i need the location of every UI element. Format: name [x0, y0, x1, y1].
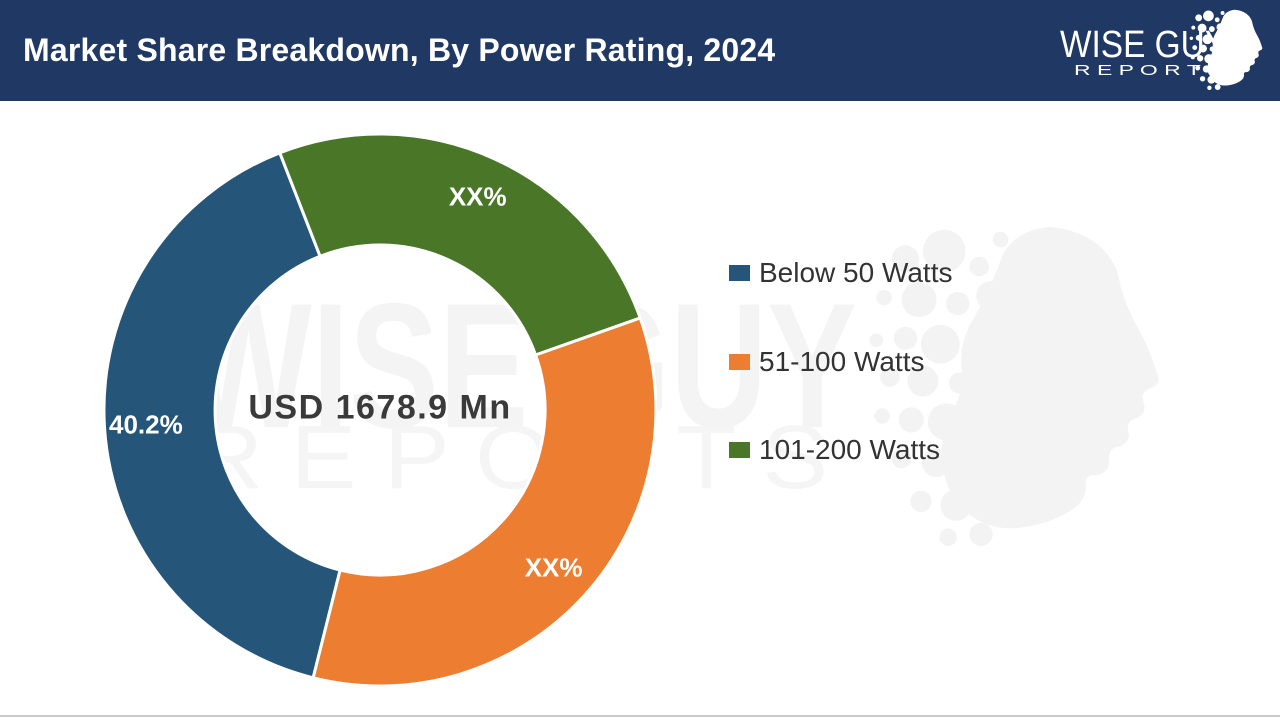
watermark-reports: R E P O R T S: [192, 408, 828, 508]
pie-slice-101-200-watts: [278, 132, 642, 357]
legend-label: 101-200 Watts: [759, 434, 941, 465]
slice-label-101-200-watts: XX%: [448, 181, 507, 212]
legend-swatch-icon: [729, 353, 750, 370]
brand-logo: WISE GUY R E P O R T S: [1022, 0, 1272, 101]
header-bar: Market Share Breakdown, By Power Rating,…: [0, 0, 1280, 101]
legend-swatch-icon: [729, 442, 750, 458]
brand-reports-text: R E P O R T S: [1074, 62, 1222, 79]
legend-label: Below 50 Watts: [759, 257, 953, 288]
pie-slice-51-100-watts: [311, 316, 658, 688]
footer-divider: [0, 715, 1280, 717]
legend-item-below-50-watts: Below 50 Watts: [729, 257, 952, 289]
legend-item-51-100-watts: 51-100 Watts: [729, 346, 924, 378]
page-title: Market Share Breakdown, By Power Rating,…: [23, 32, 776, 68]
legend-swatch-icon: [729, 265, 750, 281]
legend-item-101-200-watts: 101-200 Watts: [729, 434, 940, 466]
chart-center-value: USD 1678.9 Mn: [248, 388, 512, 427]
pie-slice-below-50-watts: [102, 151, 342, 680]
legend-label: 51-100 Watts: [759, 345, 925, 377]
slice-label-51-100-watts: XX%: [524, 552, 583, 583]
slice-label-below-50-watts: 40.2%: [108, 409, 183, 440]
